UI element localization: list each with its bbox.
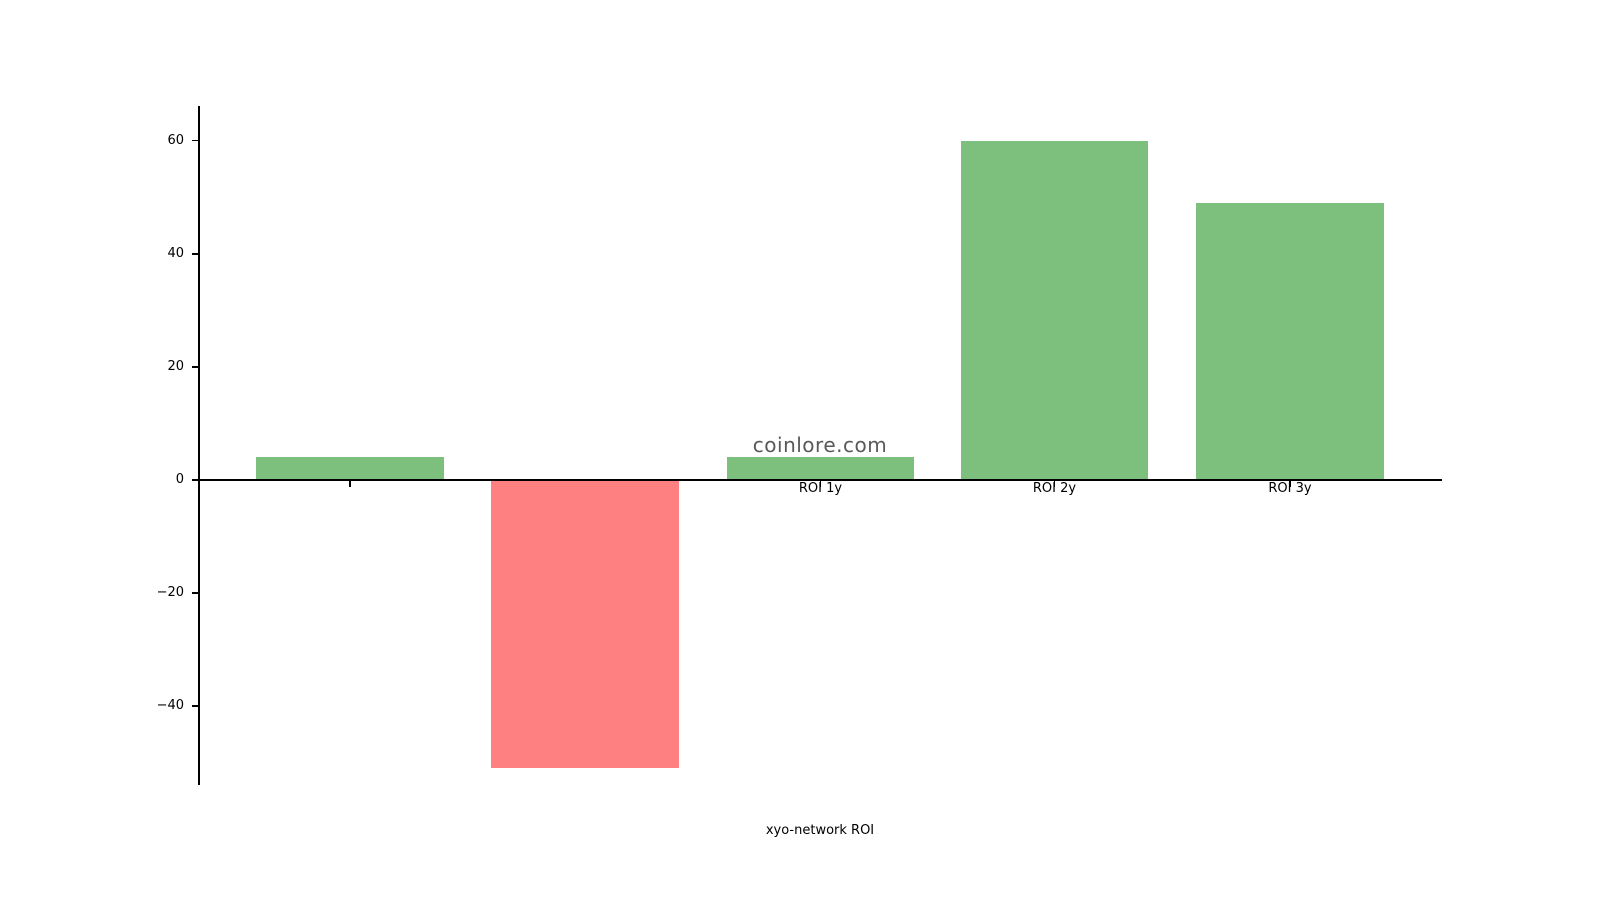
y-tick-label: 20: [167, 358, 184, 374]
bar-roi-1y: [726, 457, 915, 480]
y-tick: [192, 705, 199, 707]
y-tick-label: 60: [167, 132, 184, 148]
bar: [491, 480, 679, 769]
y-axis-spine: [198, 106, 200, 785]
x-tick: [819, 480, 822, 487]
x-axis-title: xyo-network ROI: [765, 823, 875, 838]
y-tick: [192, 366, 199, 368]
bar-roi-2y: [960, 140, 1149, 480]
x-tick: [1053, 480, 1056, 487]
y-tick: [192, 139, 199, 142]
x-axis-line: [199, 479, 1442, 481]
x-tick-label: ROI 1y: [798, 481, 843, 496]
y-tick-label: −40: [156, 698, 184, 714]
bar-roi-3y: [1196, 202, 1384, 480]
y-tick-label: 40: [167, 245, 184, 261]
y-tick: [192, 253, 199, 255]
x-tick: [1289, 480, 1291, 487]
y-tick-label: 0: [175, 472, 184, 487]
bar: [256, 457, 444, 480]
x-tick-label: ROI 2y: [1032, 481, 1077, 496]
y-tick-label: −20: [156, 585, 184, 601]
x-tick: [349, 480, 351, 487]
x-tick-label: ROI 3y: [1268, 481, 1312, 496]
y-tick: [192, 592, 199, 594]
y-tick: [192, 479, 199, 481]
watermark: coinlore.com: [752, 433, 888, 457]
